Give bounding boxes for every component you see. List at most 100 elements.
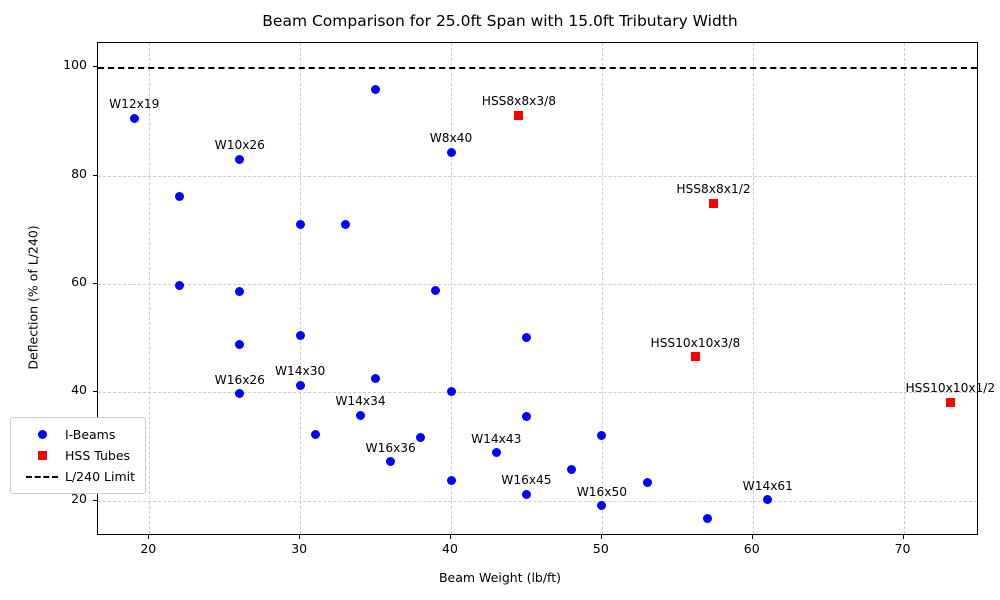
x-tick-mark	[450, 535, 451, 539]
data-point-label: W8x40	[429, 131, 473, 146]
legend-label: HSS Tubes	[65, 448, 131, 463]
x-tick-label: 30	[291, 541, 308, 556]
data-point[interactable]	[642, 478, 652, 488]
data-point[interactable]	[597, 430, 607, 440]
data-point-label: W12x19	[109, 97, 160, 112]
data-point[interactable]	[702, 513, 712, 523]
y-gridline	[98, 284, 977, 286]
data-point-label: W10x26	[214, 138, 265, 153]
data-point[interactable]	[371, 374, 381, 384]
x-gridline	[451, 43, 452, 534]
legend-item[interactable]: L/240 Limit	[19, 466, 135, 487]
data-point[interactable]	[174, 281, 184, 291]
x-tick-label: 40	[442, 541, 458, 556]
legend-marker	[26, 475, 58, 478]
data-point[interactable]	[491, 448, 501, 458]
chart-legend: I-Beams HSS Tubes L/240 Limit	[10, 417, 146, 494]
x-gridline	[601, 43, 603, 534]
data-point[interactable]	[386, 457, 396, 467]
x-gridline	[903, 43, 905, 534]
y-gridline	[98, 500, 977, 502]
legend-item[interactable]: I-Beams	[19, 424, 135, 445]
x-axis-label: Beam Weight (lb/ft)	[438, 570, 562, 585]
y-tick-mark	[93, 66, 97, 68]
data-point[interactable]	[708, 198, 718, 208]
y-tick-mark	[93, 391, 97, 393]
data-point[interactable]	[521, 333, 531, 343]
data-point[interactable]	[355, 410, 365, 420]
data-point[interactable]	[295, 330, 305, 340]
data-point[interactable]	[235, 389, 245, 399]
legend-marker	[37, 430, 47, 439]
data-point[interactable]	[945, 397, 955, 407]
data-point-label: W16x26	[214, 372, 265, 387]
x-tick-label: 60	[743, 541, 760, 556]
data-point-label: W16x36	[365, 440, 416, 455]
legend-label: L/240 Limit	[65, 469, 135, 484]
data-point[interactable]	[416, 432, 426, 442]
y-gridline	[98, 392, 977, 394]
x-tick-mark	[751, 535, 753, 539]
data-point[interactable]	[235, 154, 245, 164]
legend-swatch-dashed-line-icon	[19, 475, 65, 478]
x-gridline	[752, 43, 754, 534]
legend-swatch-circle-icon	[19, 430, 65, 439]
data-point[interactable]	[235, 287, 245, 297]
data-point-label: W14x43	[471, 431, 522, 446]
data-point-label: W16x50	[576, 484, 627, 499]
data-point[interactable]	[235, 340, 245, 350]
y-tick-label: 80	[71, 165, 87, 181]
data-point[interactable]	[340, 219, 350, 229]
x-tick-mark	[902, 535, 904, 539]
data-point-label: HSS8x8x1/2	[676, 182, 751, 197]
data-point[interactable]	[431, 285, 441, 295]
data-point[interactable]	[567, 464, 577, 474]
y-gridline	[98, 175, 977, 177]
y-tick-label: 100	[63, 57, 87, 73]
x-gridline	[149, 43, 151, 534]
data-point-label: W14x61	[742, 478, 793, 493]
data-point[interactable]	[763, 495, 773, 505]
y-tick-mark	[93, 283, 97, 285]
x-tick-mark	[600, 535, 602, 539]
data-point-label: W16x45	[501, 473, 552, 488]
legend-label: I-Beams	[65, 427, 116, 442]
data-point[interactable]	[690, 352, 700, 362]
data-point[interactable]	[174, 192, 184, 202]
data-point[interactable]	[521, 489, 531, 499]
x-tick-mark	[148, 535, 150, 539]
data-point-label: HSS8x8x3/8	[481, 94, 556, 109]
data-point[interactable]	[310, 430, 320, 440]
data-point[interactable]	[446, 387, 456, 397]
plot-area: W12x19 W10x26 W8x40 W14x30 W16x26 W14x34 W14x4…	[97, 42, 995, 535]
chart-title: Beam Comparison for 25.0ft Span with 15.…	[262, 12, 738, 30]
data-point[interactable]	[446, 147, 456, 157]
y-tick-label: 40	[71, 382, 87, 398]
data-point[interactable]	[521, 411, 531, 421]
x-tick-mark	[299, 535, 301, 539]
x-tick-label: 70	[894, 541, 911, 556]
data-point[interactable]	[295, 380, 305, 390]
y-tick-mark	[93, 499, 97, 501]
data-point-label: HSS10x10x1/2	[905, 381, 996, 396]
y-tick-label: 20	[71, 490, 87, 506]
legend-item[interactable]: HSS Tubes	[19, 445, 135, 466]
limit-line	[98, 67, 977, 70]
y-tick-label: 60	[71, 274, 87, 290]
data-point[interactable]	[295, 219, 305, 229]
legend-swatch-square-icon	[19, 451, 65, 460]
x-gridline	[300, 43, 302, 534]
data-point-label: W14x34	[335, 394, 386, 409]
data-point[interactable]	[597, 501, 607, 511]
x-tick-label: 20	[140, 541, 157, 556]
x-tick-label: 50	[592, 541, 609, 556]
data-point[interactable]	[371, 84, 381, 94]
data-point[interactable]	[129, 113, 139, 123]
data-point-label: HSS10x10x3/8	[650, 335, 741, 350]
legend-marker	[37, 451, 47, 460]
y-tick-mark	[93, 174, 97, 176]
data-point[interactable]	[514, 110, 524, 120]
data-point-label: W14x30	[275, 364, 326, 379]
data-point[interactable]	[446, 475, 456, 485]
